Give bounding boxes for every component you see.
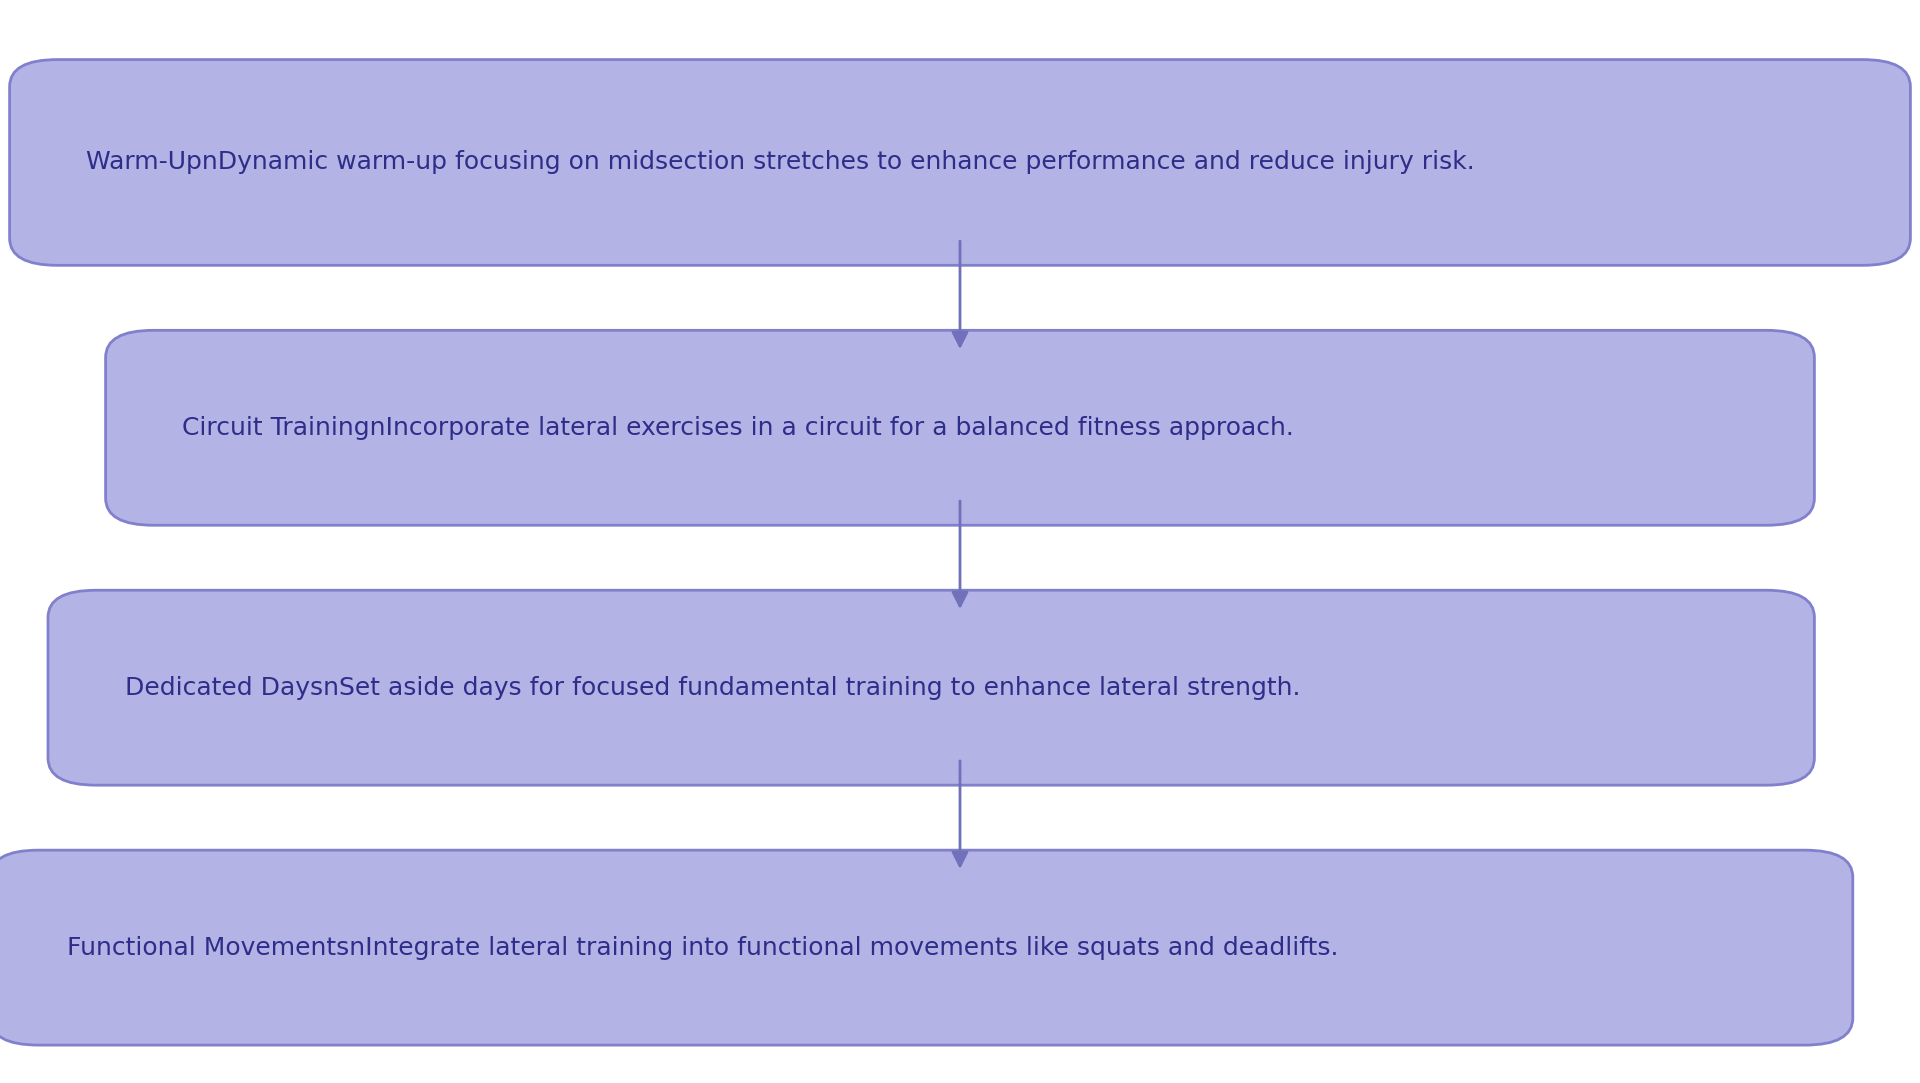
FancyBboxPatch shape <box>106 330 1814 525</box>
Text: Dedicated DaysnSet aside days for focused fundamental training to enhance latera: Dedicated DaysnSet aside days for focuse… <box>125 676 1300 700</box>
Text: Warm-UpnDynamic warm-up focusing on midsection stretches to enhance performance : Warm-UpnDynamic warm-up focusing on mids… <box>86 151 1475 174</box>
FancyBboxPatch shape <box>48 590 1814 785</box>
FancyBboxPatch shape <box>10 60 1910 265</box>
Text: Circuit TrainingnIncorporate lateral exercises in a circuit for a balanced fitne: Circuit TrainingnIncorporate lateral exe… <box>182 416 1294 440</box>
FancyBboxPatch shape <box>0 850 1853 1045</box>
Text: Functional MovementsnIntegrate lateral training into functional movements like s: Functional MovementsnIntegrate lateral t… <box>67 936 1338 960</box>
